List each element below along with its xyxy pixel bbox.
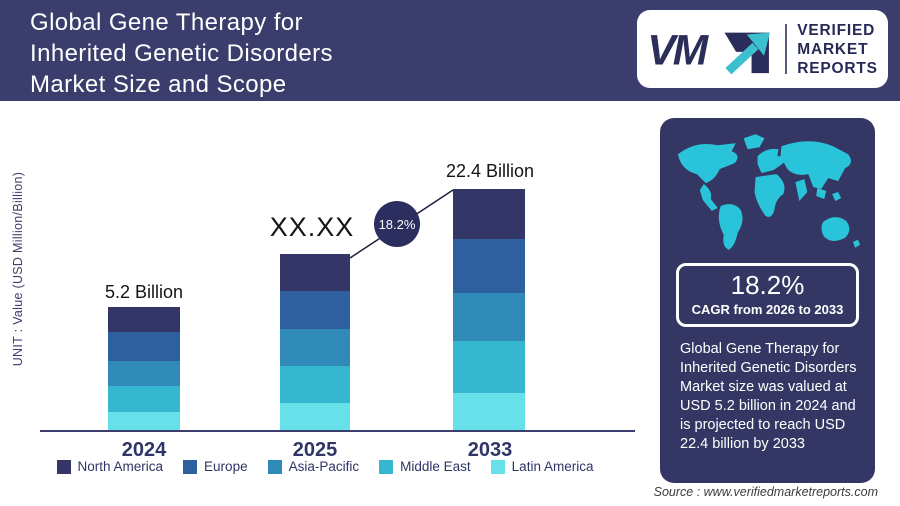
legend-swatch-europe: [183, 459, 198, 474]
bar-segment-latin-america: [453, 393, 525, 430]
page-title-line-1: Global Gene Therapy for: [30, 9, 303, 36]
y-axis-label: UNIT : Value (USD Million/Billion): [11, 171, 25, 367]
x-tick-2025: 2025: [292, 439, 338, 461]
bar-segment-latin-america: [280, 403, 350, 430]
logo-arrow-shaft: [725, 42, 759, 75]
legend-swatch-middle-east: [379, 459, 394, 474]
logo-divider: [785, 24, 788, 74]
bar-value-label-2024: 5.2 Billion: [104, 282, 184, 302]
bar-segment-asia-pacific: [453, 293, 525, 341]
cagr-box: 18.2% CAGR from 2026 to 2033: [676, 263, 859, 327]
bar-2024: [108, 307, 180, 430]
world-map: [677, 134, 861, 250]
logo-word-3: REPORTS: [797, 59, 878, 77]
cagr-caption: CAGR from 2026 to 2033: [691, 302, 844, 317]
x-tick-2033: 2033: [467, 439, 513, 461]
x-tick-2024: 2024: [121, 439, 167, 461]
bar-segment-europe: [453, 239, 525, 293]
logo-word-2: MARKET: [797, 40, 869, 58]
page-title: Global Gene Therapy for Inherited Geneti…: [30, 7, 333, 100]
market-summary-text: Global Gene Therapy for Inherited Geneti…: [680, 341, 857, 452]
legend-label: Europe: [204, 459, 248, 474]
bar-segment-asia-pacific: [280, 329, 350, 366]
legend-item-europe: Europe: [183, 459, 248, 474]
bar-2025: [280, 254, 350, 430]
logo-arrow-head-icon: [746, 32, 771, 56]
legend-item-asia-pacific: Asia-Pacific: [267, 459, 360, 474]
cagr-value: 18.2%: [730, 270, 805, 300]
legend-item-north-america: North America: [56, 459, 164, 474]
chart-legend: North America Europe Asia-Pacific Middle…: [0, 459, 650, 474]
info-sidebar: 18.2% CAGR from 2026 to 2033 Global Gene…: [660, 118, 875, 483]
bar-segment-north-america: [108, 307, 180, 332]
source-text: Source : www.verifiedmarketreports.com: [653, 485, 878, 499]
bar-segment-europe: [280, 291, 350, 329]
bar-segment-latin-america: [108, 412, 180, 430]
legend-label: Latin America: [511, 459, 594, 474]
x-axis-line: [40, 430, 635, 432]
legend-item-latin-america: Latin America: [490, 459, 594, 474]
vmr-logo-mark: VM: [648, 27, 771, 75]
bar-value-label-2033: 22.4 Billion: [445, 161, 535, 181]
svg-text:VM: VM: [648, 27, 710, 74]
legend-label: North America: [77, 459, 164, 474]
bar-segment-europe: [108, 332, 180, 361]
legend-label: Asia-Pacific: [288, 459, 360, 474]
legend-swatch-asia-pacific: [267, 459, 282, 474]
legend-label: Middle East: [400, 459, 471, 474]
page-title-line-3: Market Size and Scope: [30, 71, 287, 98]
logo-word-1: VERIFIED: [797, 21, 876, 39]
page-title-line-2: Inherited Genetic Disorders: [30, 40, 333, 67]
bar-2033: [453, 189, 525, 430]
bar-segment-middle-east: [280, 366, 350, 403]
legend-swatch-north-america: [56, 459, 71, 474]
legend-item-middle-east: Middle East: [379, 459, 471, 474]
bar-segment-north-america: [280, 254, 350, 291]
header-band: Global Gene Therapy for Inherited Geneti…: [0, 0, 900, 101]
bar-value-label-2025: XX.XX: [269, 212, 355, 242]
bar-segment-middle-east: [108, 386, 180, 412]
bar-segment-middle-east: [453, 341, 525, 393]
bar-segment-north-america: [453, 189, 525, 239]
cagr-badge: 18.2%: [374, 201, 420, 247]
logo-wordmark: VERIFIED MARKET REPORTS: [797, 21, 878, 78]
vmr-logo: VM VERIFIED MARKET REPORTS: [637, 10, 888, 88]
bar-segment-asia-pacific: [108, 361, 180, 386]
legend-swatch-latin-america: [490, 459, 505, 474]
